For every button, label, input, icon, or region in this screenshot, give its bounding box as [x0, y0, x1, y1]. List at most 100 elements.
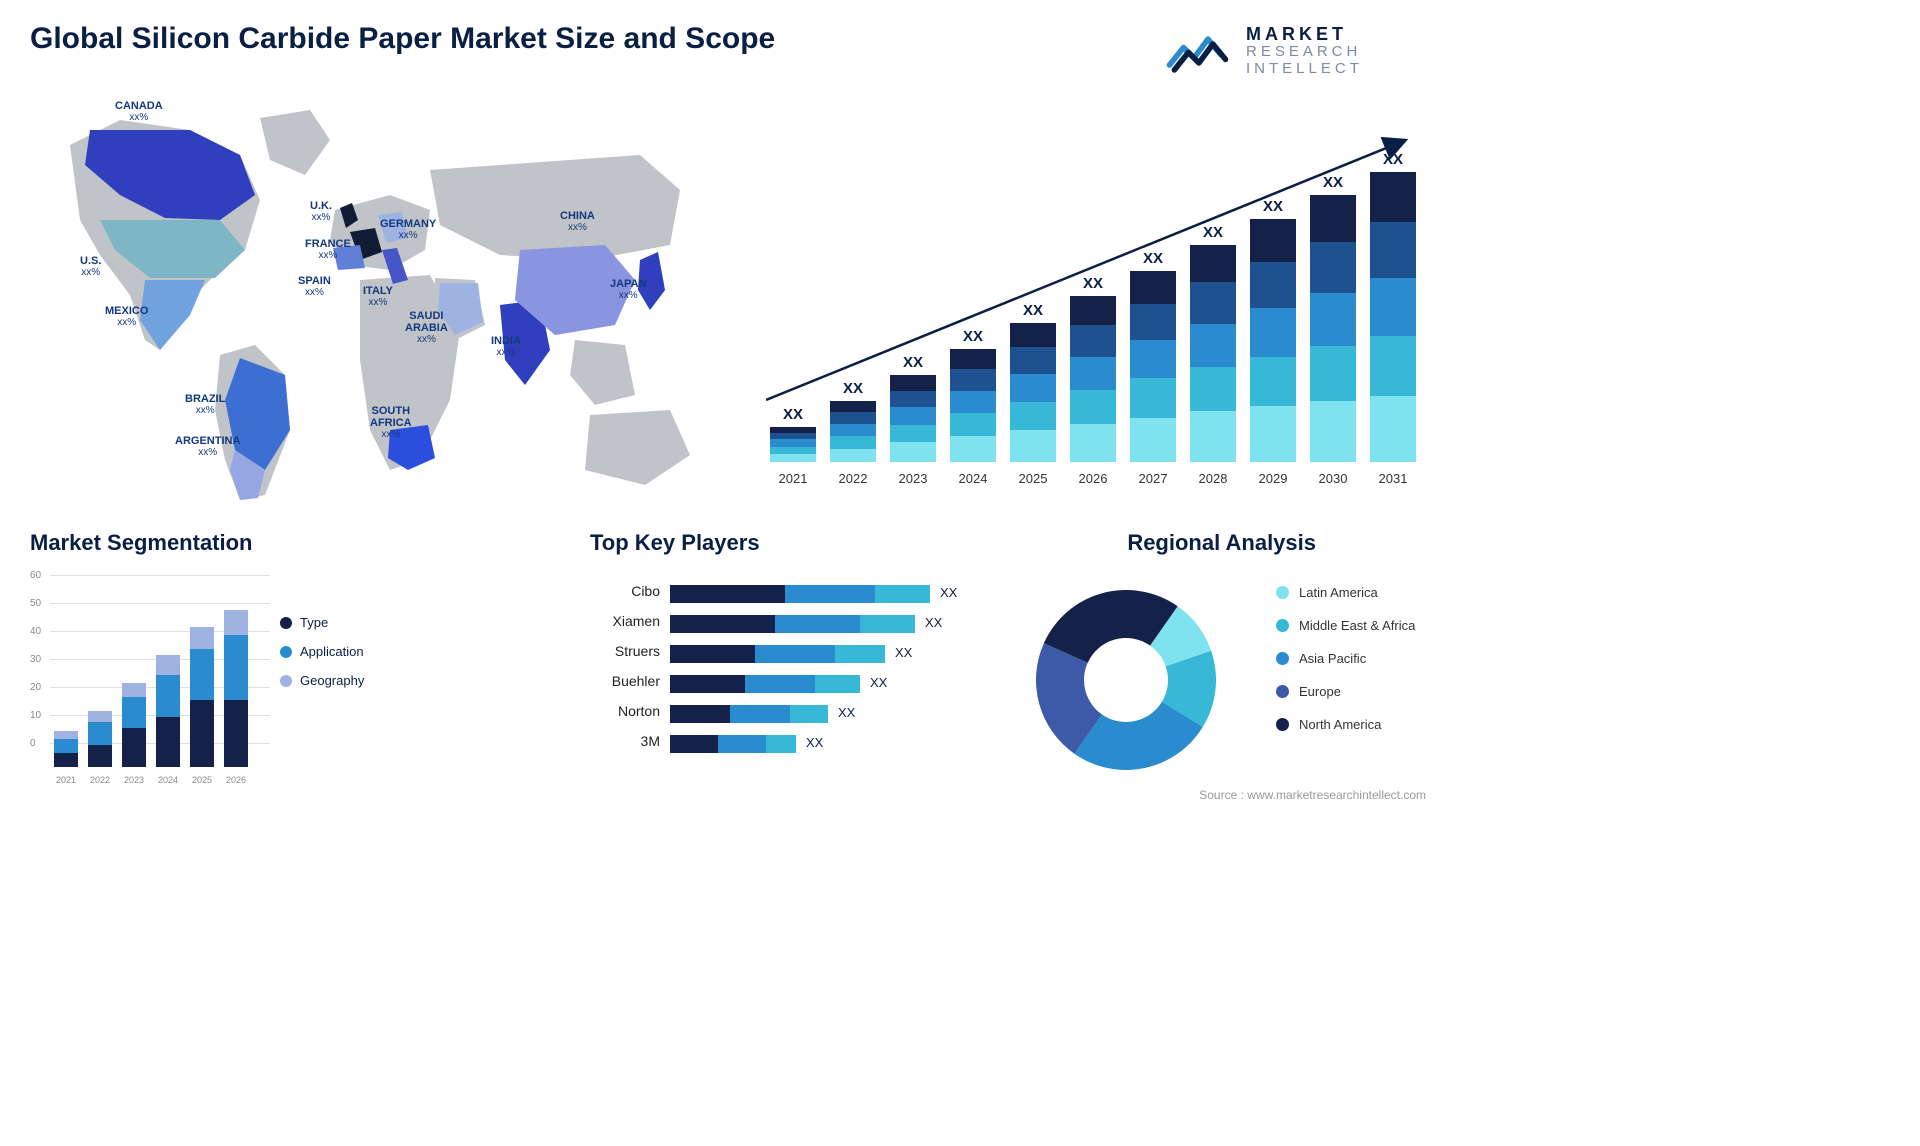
source-text: Source : www.marketresearchintellect.com	[1199, 788, 1426, 802]
logo-text-2: RESEARCH	[1246, 44, 1363, 61]
player-row-norton: Norton XX	[590, 703, 1020, 725]
logo-text-1: MARKET	[1246, 25, 1363, 45]
growth-year-2027: 2027	[1130, 471, 1176, 486]
player-name: Norton	[590, 703, 660, 719]
player-name: Cibo	[590, 583, 660, 599]
regional-legend-asia-pacific: Asia Pacific	[1276, 651, 1436, 666]
map-label-china: CHINAxx%	[560, 210, 595, 233]
seg-bar-2021	[54, 731, 78, 767]
map-label-brazil: BRAZILxx%	[185, 393, 225, 416]
seg-bar-2023	[122, 683, 146, 767]
segmentation-title: Market Segmentation	[30, 530, 253, 556]
world-map: CANADAxx% U.S.xx% MEXICOxx% BRAZILxx% ARGENT…	[30, 100, 710, 510]
seg-bar-2025	[190, 627, 214, 767]
growth-toplabel-2030: XX	[1310, 174, 1356, 191]
regional-legend-latin-america: Latin America	[1276, 585, 1436, 600]
seg-year-2023: 2023	[122, 775, 146, 785]
regional-title: Regional Analysis	[1127, 530, 1316, 556]
seg-ytick-40: 40	[30, 626, 41, 637]
growth-toplabel-2023: XX	[890, 354, 936, 371]
seg-year-2025: 2025	[190, 775, 214, 785]
growth-bar-chart: 2021XX2022XX2023XX2024XX2025XX2026XX2027…	[766, 110, 1426, 490]
player-row-buehler: BuehlerXX	[590, 673, 1020, 695]
growth-bar-2027	[1130, 271, 1176, 462]
logo-mark-icon	[1166, 24, 1236, 78]
growth-bar-2025	[1010, 323, 1056, 462]
player-row-struers: Struers XX	[590, 643, 1020, 665]
regional-legend-middle-east-africa: Middle East & Africa	[1276, 618, 1436, 633]
seg-legend-type: Type	[280, 615, 400, 630]
seg-legend-application: Application	[280, 644, 400, 659]
seg-bar-2026	[224, 610, 248, 767]
map-label-spain: SPAINxx%	[298, 275, 331, 298]
seg-ytick-50: 50	[30, 598, 41, 609]
growth-toplabel-2026: XX	[1070, 275, 1116, 292]
map-label-mexico: MEXICOxx%	[105, 305, 148, 328]
seg-year-2021: 2021	[54, 775, 78, 785]
map-label-saudi-arabia: SAUDIARABIAxx%	[405, 310, 448, 345]
segmentation-chart: 0102030405060 202120222023202420252026 T…	[20, 565, 400, 785]
map-label-u-k-: U.K.xx%	[310, 200, 332, 223]
growth-year-2030: 2030	[1310, 471, 1356, 486]
growth-toplabel-2028: XX	[1190, 224, 1236, 241]
player-name: Xiamen	[590, 613, 660, 629]
growth-year-2022: 2022	[830, 471, 876, 486]
seg-ytick-10: 10	[30, 710, 41, 721]
player-value: XX	[895, 645, 912, 660]
player-value: XX	[806, 735, 823, 750]
seg-year-2024: 2024	[156, 775, 180, 785]
map-label-argentina: ARGENTINAxx%	[175, 435, 240, 458]
growth-bar-2029	[1250, 219, 1296, 462]
growth-toplabel-2022: XX	[830, 380, 876, 397]
map-label-india: INDIAxx%	[491, 335, 521, 358]
regional-legend-europe: Europe	[1276, 684, 1436, 699]
regional-donut-chart: Latin America Middle East & Africa Asia Pa…	[1016, 565, 1436, 785]
seg-bar-2022	[88, 711, 112, 767]
map-label-japan: JAPANxx%	[610, 278, 646, 301]
seg-year-2026: 2026	[224, 775, 248, 785]
map-label-germany: GERMANYxx%	[380, 218, 436, 241]
growth-bar-2021	[770, 427, 816, 462]
growth-year-2025: 2025	[1010, 471, 1056, 486]
growth-year-2029: 2029	[1250, 471, 1296, 486]
key-players-chart: CiboXXXiamenXXStruersXXBuehlerXXNortonXX…	[590, 565, 1020, 785]
map-label-canada: CANADAxx%	[115, 100, 163, 123]
brand-logo: MARKET RESEARCH INTELLECT	[1166, 16, 1426, 86]
player-value: XX	[838, 705, 855, 720]
growth-bar-2030	[1310, 195, 1356, 462]
seg-ytick-20: 20	[30, 682, 41, 693]
player-value: XX	[925, 615, 942, 630]
growth-toplabel-2029: XX	[1250, 198, 1296, 215]
seg-bar-2024	[156, 655, 180, 767]
player-name: Buehler	[590, 673, 660, 689]
growth-bar-2026	[1070, 296, 1116, 462]
player-name: 3M	[590, 733, 660, 749]
growth-toplabel-2031: XX	[1370, 151, 1416, 168]
growth-toplabel-2025: XX	[1010, 302, 1056, 319]
growth-toplabel-2021: XX	[770, 406, 816, 423]
donut-svg	[1016, 575, 1236, 785]
map-label-u-s-: U.S.xx%	[80, 255, 101, 278]
regional-legend: Latin America Middle East & Africa Asia Pa…	[1276, 585, 1436, 750]
seg-ytick-30: 30	[30, 654, 41, 665]
player-row-xiamen: Xiamen XX	[590, 613, 1020, 635]
map-label-france: FRANCExx%	[305, 238, 351, 261]
player-name: Struers	[590, 643, 660, 659]
growth-year-2023: 2023	[890, 471, 936, 486]
growth-bar-2024	[950, 349, 996, 462]
growth-bar-2023	[890, 375, 936, 462]
growth-year-2031: 2031	[1370, 471, 1416, 486]
map-label-italy: ITALYxx%	[363, 285, 393, 308]
growth-bar-2028	[1190, 245, 1236, 462]
players-title: Top Key Players	[590, 530, 760, 556]
growth-year-2021: 2021	[770, 471, 816, 486]
player-row-3m: 3M XX	[590, 733, 1020, 755]
seg-legend-geography: Geography	[280, 673, 400, 688]
map-label-south-africa: SOUTHAFRICAxx%	[370, 405, 412, 440]
player-value: XX	[940, 585, 957, 600]
segmentation-legend: Type Application Geography	[280, 615, 400, 702]
growth-toplabel-2024: XX	[950, 328, 996, 345]
page-title: Global Silicon Carbide Paper Market Size…	[30, 22, 775, 56]
regional-legend-north-america: North America	[1276, 717, 1436, 732]
seg-ytick-0: 0	[30, 738, 36, 749]
